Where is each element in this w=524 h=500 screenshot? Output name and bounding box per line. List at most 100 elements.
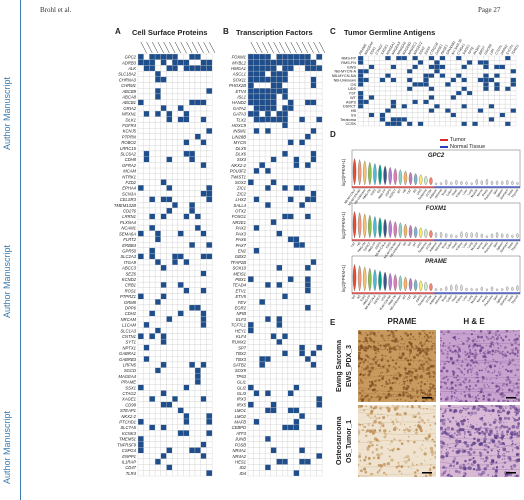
violin-category-label: RMS-FP (362, 294, 372, 306)
cs-cell (160, 224, 167, 231)
gta-gene-label: CTAG2 (374, 44, 383, 56)
cs-gene-label: DPP6 (125, 305, 137, 310)
cs-cell (194, 230, 201, 237)
tf-cell (270, 82, 277, 89)
tf-cell (293, 464, 300, 471)
tf-cell (304, 116, 311, 123)
cs-cell (200, 247, 207, 254)
cs-cell (143, 70, 150, 77)
gta-cell (363, 99, 370, 105)
tf-cell (316, 230, 323, 237)
cs-cell (177, 224, 184, 231)
tf-cell (310, 156, 317, 163)
tf-cell (310, 464, 317, 471)
cs-cell (194, 441, 201, 448)
violin-shape (363, 266, 367, 292)
tf-cell (282, 418, 289, 425)
cs-cell (160, 293, 167, 300)
tf-cell (299, 356, 306, 363)
gta-cell (385, 90, 391, 96)
gta-cell (395, 55, 402, 61)
cs-cell (149, 122, 156, 129)
violin-shape (455, 284, 458, 292)
tf-cell (299, 424, 306, 431)
tf-cell (304, 185, 311, 192)
cs-cell (194, 401, 201, 408)
cs-cell (200, 356, 207, 363)
cs-cell (177, 458, 184, 465)
cs-cell (183, 293, 190, 300)
cs-cell (143, 418, 150, 425)
cs-cell (143, 304, 150, 311)
gta-cell (385, 82, 391, 87)
cs-cell (137, 458, 144, 465)
tf-cell (304, 373, 311, 380)
tf-cell (253, 390, 260, 397)
cs-gene-label: ROBO2 (121, 140, 136, 145)
cs-cell (160, 162, 167, 169)
cs-cell (166, 384, 173, 391)
gta-cell (401, 90, 408, 96)
gta-cell (439, 55, 446, 61)
tf-cell (304, 401, 311, 408)
cs-cell (183, 127, 190, 134)
cs-cell (194, 224, 201, 231)
heatmap-transcription-factors: FOXM1MYBL2HMGA1ASCL1SOX11PHOX2BETV4ISL1H… (229, 41, 326, 477)
cs-cell (206, 310, 213, 317)
tf-cell (270, 367, 277, 374)
tf-cell (264, 213, 271, 220)
cs-cell (206, 270, 213, 277)
gta-cell (379, 112, 386, 118)
cs-cell (143, 287, 150, 294)
gta-cell (477, 64, 484, 70)
cs-cell (172, 53, 179, 60)
cs-gene-label: GABRB3 (119, 357, 137, 362)
cs-cell (154, 253, 161, 260)
tf-cell (287, 145, 294, 152)
gta-cell (428, 95, 435, 100)
cs-cell (149, 70, 156, 77)
gta-cell (368, 77, 375, 83)
violin-category-label: OS (376, 188, 382, 194)
cs-cell (172, 464, 179, 471)
violin-category-label: RMS-FN (387, 294, 397, 306)
tf-gene-label: NR4A2 (233, 454, 247, 459)
tf-cell (276, 464, 283, 471)
gta-cell (428, 82, 435, 87)
cs-cell (149, 213, 156, 220)
tf-cell (304, 470, 311, 477)
cs-cell (189, 333, 196, 340)
tf-cell (247, 259, 254, 266)
violin-category-label: Ovary (481, 241, 489, 250)
cs-cell (183, 59, 190, 66)
cs-cell (183, 253, 190, 260)
cs-cell (160, 139, 167, 146)
gta-cell (455, 86, 462, 92)
tf-cell (253, 127, 260, 134)
cs-cell (194, 173, 201, 180)
tf-cell (276, 145, 283, 152)
cs-cell (183, 207, 190, 214)
gta-cell (395, 117, 402, 122)
cs-cell (160, 435, 167, 442)
gta-cell (445, 55, 451, 61)
tf-cell (304, 430, 311, 437)
tf-gene-label: TEAD4 (233, 283, 247, 288)
cs-cell (194, 253, 201, 260)
cs-cell (200, 270, 207, 277)
gta-cell (423, 86, 429, 92)
cs-cell (183, 430, 190, 437)
tf-cell (304, 327, 311, 334)
tf-cell (247, 59, 254, 66)
cs-cell (143, 219, 150, 226)
tf-cell (253, 150, 260, 157)
cs-cell (177, 59, 184, 66)
cs-cell (143, 316, 150, 323)
cs-cell (166, 242, 173, 249)
cs-gene-label: TMEM132B (114, 203, 136, 208)
gta-cell (379, 60, 386, 65)
cs-cell (183, 384, 190, 391)
tf-cell (264, 259, 271, 266)
cs-cell (206, 82, 213, 89)
tf-cell (310, 133, 317, 140)
